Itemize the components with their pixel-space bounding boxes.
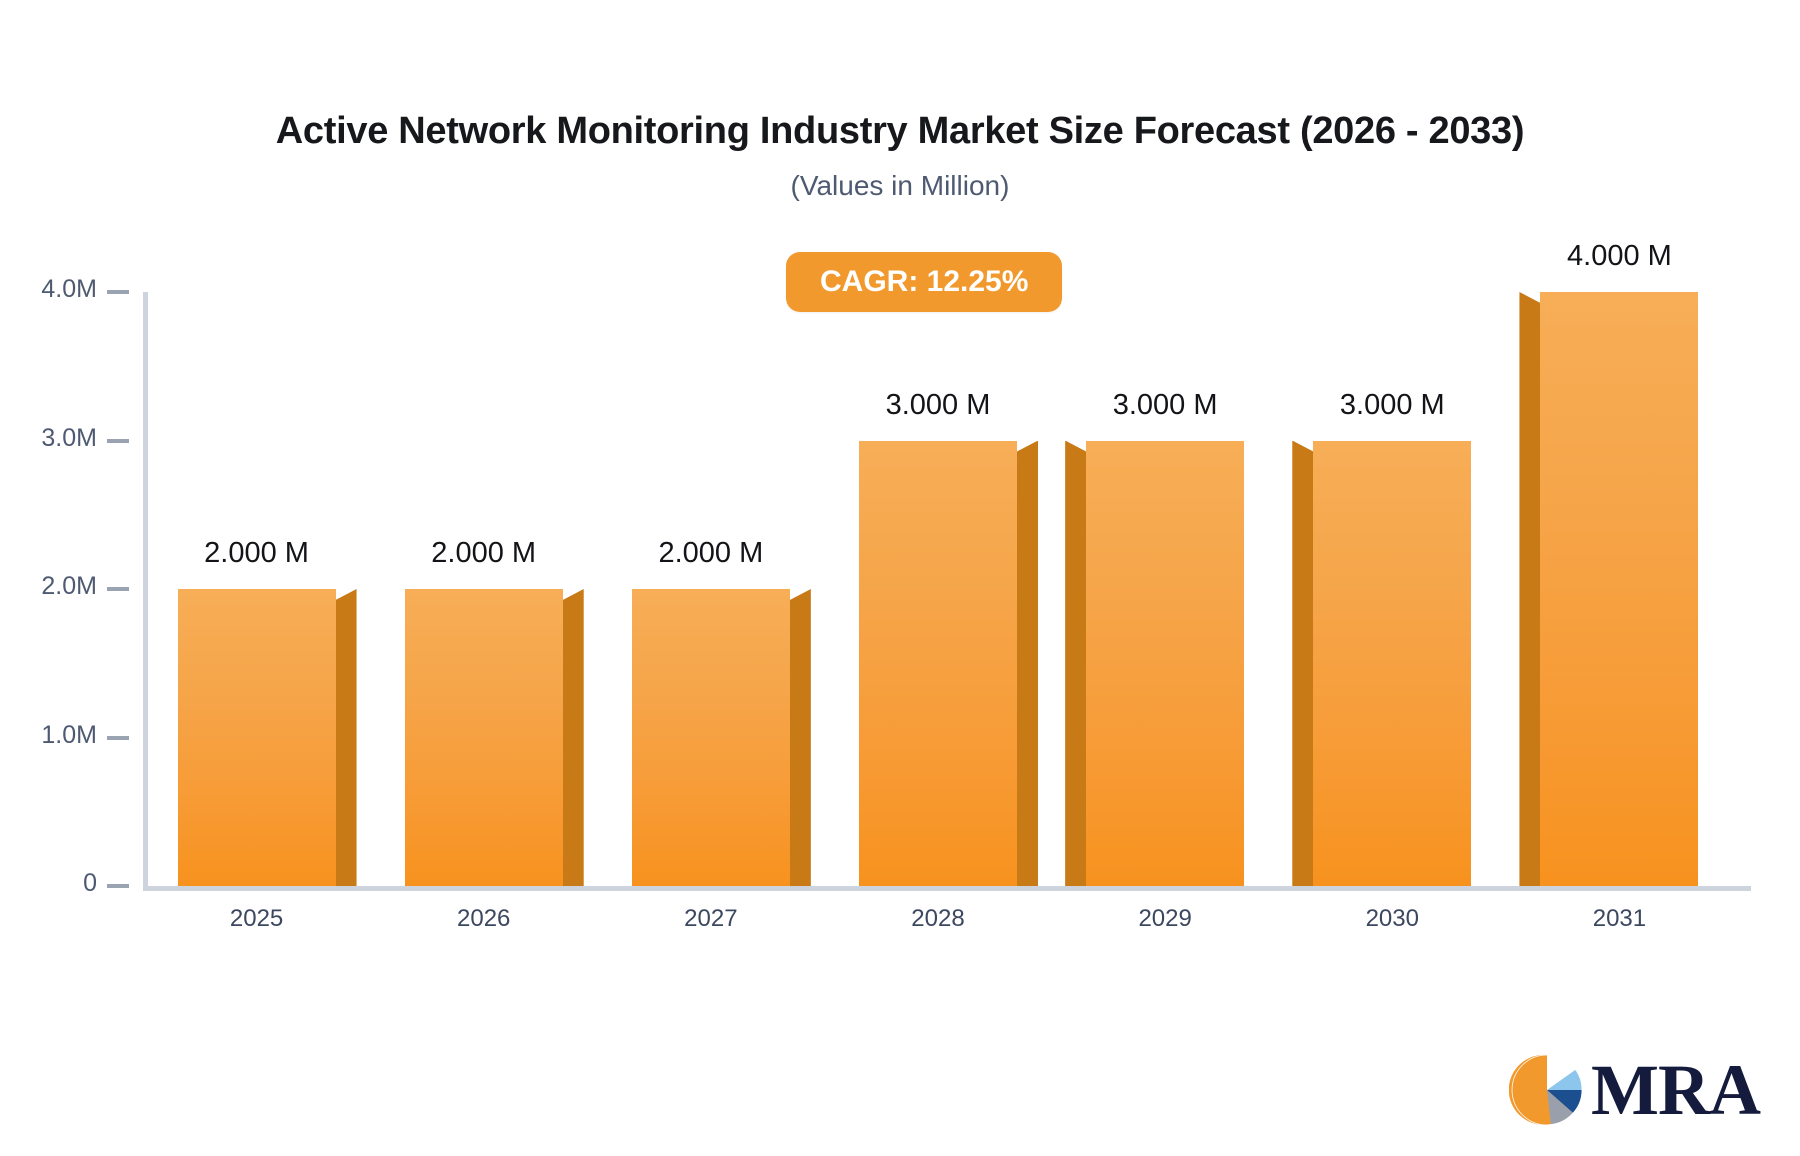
- y-axis-tick-mark: [107, 884, 129, 888]
- bar-face: [1086, 440, 1245, 886]
- bar-face: [1540, 292, 1699, 886]
- x-axis-label: 2026: [457, 905, 511, 932]
- bar-face: [404, 589, 563, 886]
- logo-text: MRA: [1591, 1050, 1761, 1130]
- x-axis-label: 2031: [1592, 905, 1647, 932]
- x-axis-line: [143, 886, 1751, 891]
- y-axis-tick-mark: [107, 735, 129, 740]
- bar[interactable]: 3.000 M: [859, 389, 1038, 886]
- page-title: Active Network Monitoring Industry Marke…: [275, 110, 1525, 152]
- y-axis-tick-mark: [107, 587, 129, 591]
- bar[interactable]: 4.000 M: [1519, 240, 1699, 886]
- bar-value-label: 2.000 M: [204, 537, 309, 569]
- cagr-badge: CAGR: 12.25%: [786, 252, 1063, 312]
- bar-face: [177, 589, 336, 886]
- chart-subtitle: (Values in Million): [790, 170, 1010, 201]
- bar-side-face: [335, 589, 357, 886]
- bar-value-label: 2.000 M: [658, 537, 764, 569]
- x-axis-label: 2030: [1365, 905, 1419, 932]
- bar-value-label: 2.000 M: [431, 537, 537, 569]
- bar[interactable]: 2.000 M: [631, 537, 811, 886]
- y-axis-tick-label: 4.0M: [41, 275, 97, 303]
- x-axis-label: 2029: [1138, 905, 1192, 932]
- bar-face: [631, 589, 790, 886]
- pie-chart-icon: [1509, 1054, 1583, 1126]
- plot-area: 2.000 M 2.000 M 2.000 M 3.000 M 3.000 M 3.000…: [143, 240, 1733, 886]
- bar-face: [859, 440, 1017, 886]
- bar[interactable]: 3.000 M: [1065, 389, 1245, 886]
- bar-side-face: [1017, 440, 1038, 886]
- bar-value-label: 3.000 M: [885, 388, 991, 421]
- bar-side-face: [1519, 292, 1541, 886]
- bar-face: [1313, 440, 1472, 886]
- bar[interactable]: 2.000 M: [177, 537, 357, 886]
- y-axis-tick-mark: [107, 290, 129, 294]
- y-axis-line: [143, 292, 148, 886]
- y-axis-tick-label: 0: [83, 869, 97, 897]
- mra-logo: MRA: [1509, 1050, 1761, 1130]
- y-axis-tick-label: 1.0M: [41, 720, 97, 749]
- bar[interactable]: 3.000 M: [1292, 389, 1472, 886]
- bar-side-face: [1292, 440, 1314, 886]
- bar-value-label: 3.000 M: [1339, 388, 1445, 421]
- y-axis-tick-mark: [107, 438, 129, 443]
- bar-value-label: 3.000 M: [1112, 388, 1218, 421]
- y-axis-tick-label: 2.0M: [41, 572, 97, 600]
- bar-value-label: 4.000 M: [1567, 240, 1672, 272]
- bar[interactable]: 2.000 M: [404, 537, 584, 886]
- bar-side-face: [789, 589, 811, 886]
- x-axis-label: 2028: [911, 905, 965, 932]
- x-axis-label: 2025: [229, 905, 284, 932]
- y-axis-tick-label: 3.0M: [41, 423, 97, 452]
- bar-side-face: [562, 589, 584, 886]
- bar-side-face: [1065, 440, 1087, 886]
- x-axis-label: 2027: [684, 905, 738, 932]
